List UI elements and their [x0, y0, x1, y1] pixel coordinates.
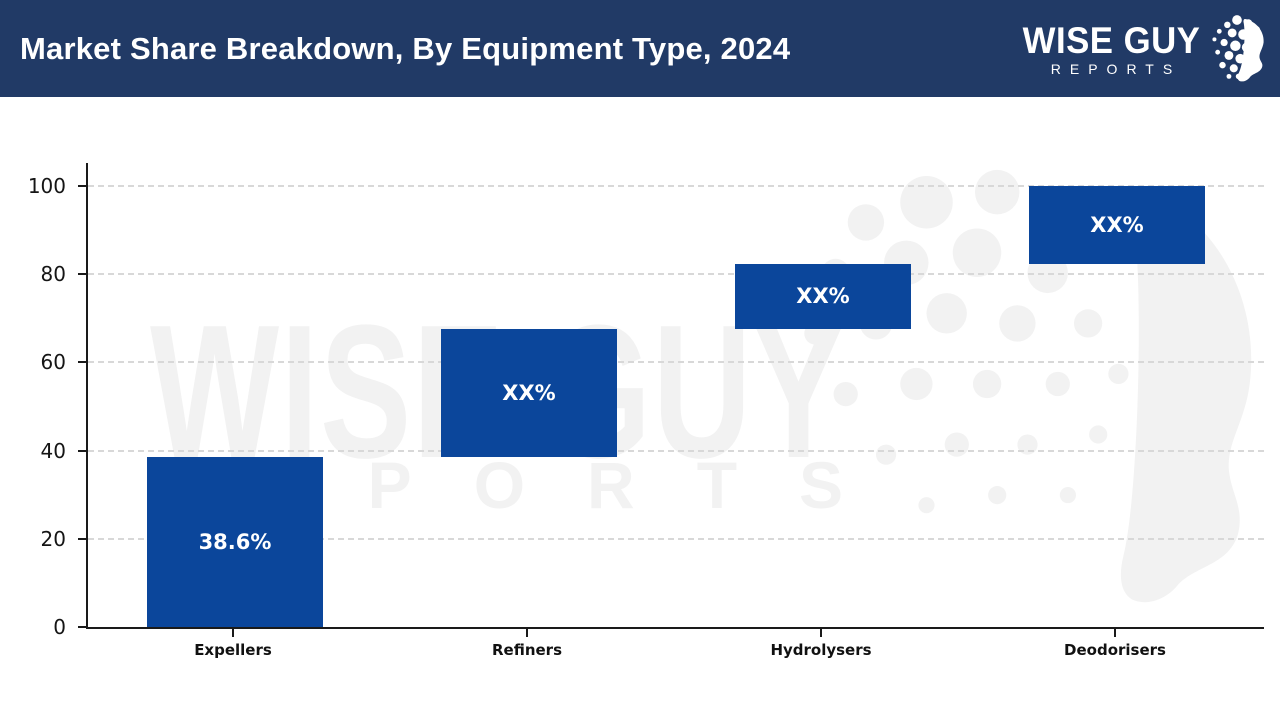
- x-axis-label-expellers: Expellers: [194, 641, 272, 659]
- y-axis-tick: [78, 537, 86, 540]
- y-axis-tick-label: 60: [40, 350, 66, 375]
- y-axis-tick-label: 20: [40, 526, 66, 551]
- y-axis-tick-label: 100: [27, 173, 66, 198]
- gridline: [88, 184, 1264, 187]
- x-axis-label-deodorisers: Deodorisers: [1064, 641, 1166, 659]
- logo-wordmark: WISE GUY: [1022, 19, 1201, 61]
- x-axis-tick: [232, 629, 234, 637]
- y-axis-tick: [78, 273, 86, 276]
- y-axis-tick: [78, 626, 86, 628]
- x-axis-tick: [820, 629, 822, 637]
- chart-title: Market Share Breakdown, By Equipment Typ…: [20, 30, 791, 66]
- gridline: [88, 273, 1264, 276]
- gridline: [88, 537, 1264, 540]
- chart-area: WISE GUY REPORTS 0 20 40 60 80 100 38.6% XX% XX…: [0, 97, 1280, 720]
- logo-head-icon: [1212, 14, 1264, 81]
- bar-value-label: 38.6%: [198, 529, 272, 554]
- y-axis-tick: [78, 361, 86, 364]
- y-axis-tick: [78, 449, 86, 452]
- bar-refiners: XX%: [440, 328, 618, 457]
- bar-deodorisers: XX%: [1028, 185, 1206, 265]
- logo-subtext: REPORTS: [1050, 60, 1182, 77]
- header-bar: Market Share Breakdown, By Equipment Typ…: [0, 0, 1280, 97]
- x-axis-label-refiners: Refiners: [491, 641, 563, 659]
- plot-area: 38.6% XX% XX% XX%: [86, 163, 1264, 629]
- y-axis-tick: [78, 184, 86, 187]
- logo-text: WISE GUY REPORTS: [1017, 22, 1206, 76]
- x-axis-label-hydrolysers: Hydrolysers: [770, 641, 872, 659]
- bar-value-label: XX%: [1090, 212, 1144, 237]
- y-axis-tick-label: 0: [53, 615, 66, 639]
- wiseguy-logo: WISE GUY REPORTS: [1017, 8, 1266, 90]
- bar-value-label: XX%: [796, 284, 850, 309]
- bar-expellers: 38.6%: [146, 456, 324, 627]
- x-axis-tick: [1114, 629, 1116, 637]
- y-axis-tick-label: 40: [40, 438, 66, 463]
- gridline: [88, 449, 1264, 452]
- x-axis-tick: [526, 629, 528, 637]
- bar-hydrolysers: XX%: [734, 264, 912, 329]
- y-axis: 0 20 40 60 80 100: [0, 163, 78, 637]
- bar-value-label: XX%: [502, 380, 556, 405]
- gridline: [88, 361, 1264, 364]
- y-axis-tick-label: 80: [40, 262, 66, 287]
